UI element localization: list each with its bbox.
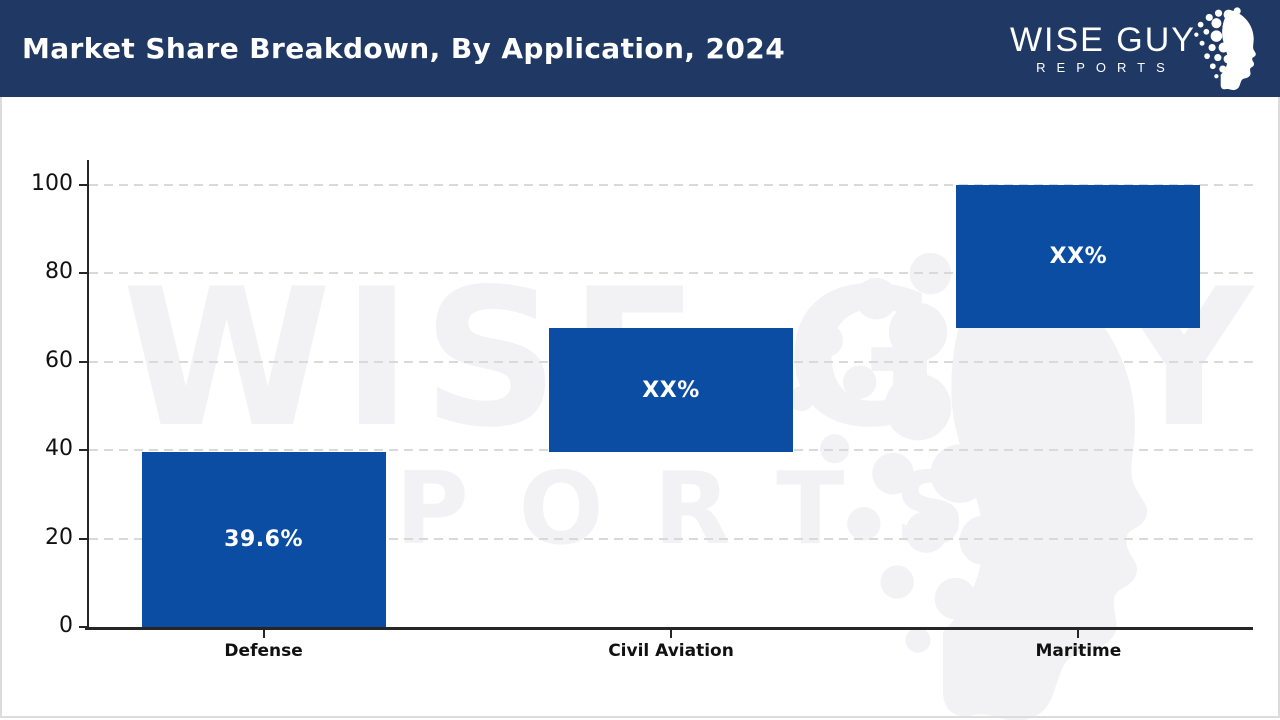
y-tick-label: 60 — [45, 347, 73, 373]
x-axis-line — [85, 627, 1253, 630]
y-tick-label: 40 — [45, 436, 73, 462]
bar-segment-defense: 39.6% — [141, 451, 386, 627]
y-tick-label: 80 — [45, 259, 73, 285]
x-category-label: Civil Aviation — [608, 641, 734, 661]
y-tick-mark — [79, 537, 87, 540]
bar-value-label: XX% — [642, 377, 700, 403]
x-tick-mark — [262, 630, 265, 638]
frame-border-bottom — [0, 716, 1280, 718]
brand-logo-text: WISE GUY REPORTS — [1010, 23, 1196, 75]
y-tick-mark — [79, 272, 87, 275]
bar-value-label: XX% — [1049, 244, 1108, 270]
header-band: Market Share Breakdown, By Application, … — [0, 0, 1280, 97]
y-gridline — [89, 272, 1253, 275]
brand-logo: WISE GUY REPORTS — [1010, 4, 1268, 94]
y-gridline — [89, 537, 1253, 540]
x-category-label: Defense — [224, 641, 303, 661]
page-title: Market Share Breakdown, By Application, … — [22, 32, 786, 65]
bar-segment-maritime: XX% — [956, 185, 1201, 329]
y-tick-mark — [79, 626, 87, 628]
bar-segment-civil-aviation: XX% — [549, 328, 793, 452]
bar-value-label: 39.6% — [224, 526, 303, 552]
y-axis-line — [87, 160, 89, 629]
frame-border-left — [0, 97, 2, 718]
y-tick-label: 20 — [45, 524, 73, 550]
frame-border-right — [1278, 97, 1280, 718]
y-tick-mark — [79, 449, 87, 452]
brand-logo-secondary: REPORTS — [1036, 60, 1176, 75]
y-tick-label: 0 — [59, 613, 73, 638]
y-tick-mark — [79, 360, 87, 363]
brand-face-icon — [1182, 6, 1268, 92]
x-category-label: Maritime — [1035, 641, 1122, 661]
y-tick-mark — [79, 184, 87, 186]
brand-logo-primary: WISE GUY — [1009, 21, 1196, 59]
chart-plot-area: 0 20 40 60 80 100 39.6% XX% XX% Defense Civil Avia… — [0, 97, 1280, 717]
x-tick-mark — [1077, 630, 1080, 638]
y-tick-label: 100 — [31, 171, 73, 196]
y-gridline — [89, 184, 1253, 186]
x-tick-mark — [670, 630, 672, 638]
